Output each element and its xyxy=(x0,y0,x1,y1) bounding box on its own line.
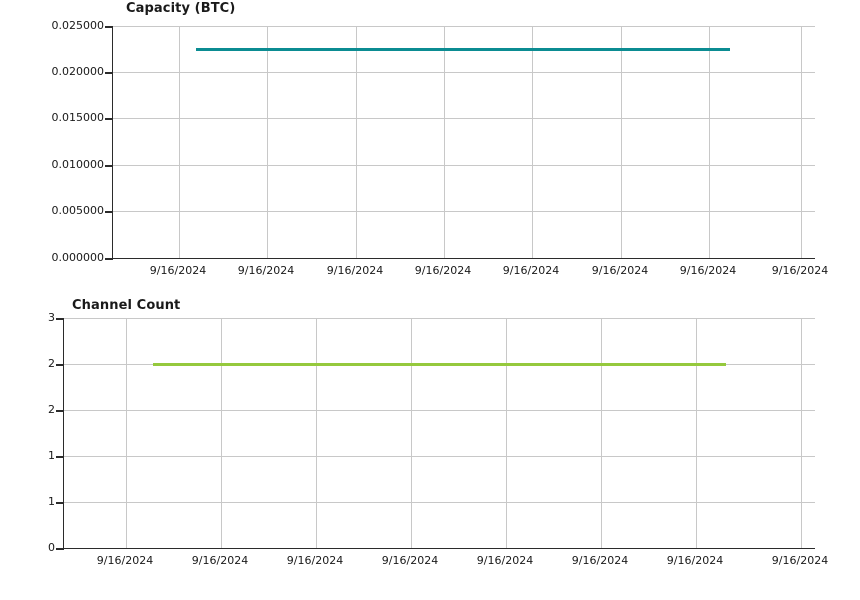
gridline-vertical xyxy=(444,26,445,258)
gridline-horizontal xyxy=(113,72,815,73)
channel-count-xtick-label: 9/16/2024 xyxy=(571,554,629,567)
channel-count-xtick-label: 9/16/2024 xyxy=(381,554,439,567)
capacity-plot-area xyxy=(112,26,815,259)
channel-count-plot-inner xyxy=(64,318,815,548)
gridline-horizontal xyxy=(113,118,815,119)
channel-count-data-point xyxy=(279,363,280,366)
gridline-vertical xyxy=(356,26,357,258)
capacity-ytick-mark xyxy=(105,258,113,260)
capacity-ytick-label: 0.005000 xyxy=(51,204,105,217)
channel-count-xtick-label: 9/16/2024 xyxy=(96,554,154,567)
capacity-ytick-mark xyxy=(105,211,113,213)
gridline-vertical xyxy=(601,318,602,548)
capacity-ytick-mark xyxy=(105,72,113,74)
channel-count-xtick-label: 9/16/2024 xyxy=(476,554,534,567)
channel-count-chart-title: Channel Count xyxy=(72,298,181,313)
capacity-xtick-label: 9/16/2024 xyxy=(502,264,560,277)
capacity-plot-inner xyxy=(113,26,815,258)
channel-count-data-point xyxy=(659,363,660,366)
gridline-vertical xyxy=(709,26,710,258)
gridline-horizontal xyxy=(64,410,815,411)
gridline-vertical xyxy=(532,26,533,258)
channel-count-ytick-label: 3 xyxy=(48,311,55,324)
channel-count-ytick-label: 2 xyxy=(48,357,55,370)
capacity-xtick-label: 9/16/2024 xyxy=(679,264,737,277)
capacity-data-point xyxy=(312,48,313,51)
channel-count-ytick-label: 1 xyxy=(48,449,55,462)
gridline-vertical xyxy=(801,318,802,548)
capacity-xtick-label: 9/16/2024 xyxy=(237,264,295,277)
channel-count-ytick-mark xyxy=(56,548,64,550)
capacity-data-point xyxy=(666,48,667,51)
gridline-vertical xyxy=(126,318,127,548)
channel-count-ytick-mark xyxy=(56,410,64,412)
channel-count-xtick-label: 9/16/2024 xyxy=(666,554,724,567)
gridline-horizontal xyxy=(64,456,815,457)
channel-count-data-point xyxy=(374,363,375,366)
capacity-ytick-label: 0.015000 xyxy=(51,111,105,124)
capacity-series-line xyxy=(196,48,730,51)
capacity-xtick-label: 9/16/2024 xyxy=(591,264,649,277)
gridline-horizontal xyxy=(113,211,815,212)
capacity-ytick-mark xyxy=(105,26,113,28)
channel-count-series-line xyxy=(153,363,726,366)
gridline-vertical xyxy=(316,318,317,548)
capacity-ytick-mark xyxy=(105,118,113,120)
gridline-horizontal xyxy=(113,165,815,166)
channel-count-ytick-label: 0 xyxy=(48,541,55,554)
gridline-vertical xyxy=(506,318,507,548)
capacity-xtick-label: 9/16/2024 xyxy=(326,264,384,277)
channel-count-ytick-label: 2 xyxy=(48,403,55,416)
channel-count-xtick-label: 9/16/2024 xyxy=(191,554,249,567)
gridline-vertical xyxy=(179,26,180,258)
capacity-xtick-label: 9/16/2024 xyxy=(414,264,472,277)
capacity-data-point xyxy=(224,48,225,51)
gridline-vertical xyxy=(801,26,802,258)
capacity-chart-panel: Capacity (BTC) 0.025000 0.020000 0.01500… xyxy=(0,0,860,290)
channel-count-ytick-mark xyxy=(56,364,64,366)
capacity-ytick-label: 0.000000 xyxy=(51,251,105,264)
channel-count-ytick-label: 1 xyxy=(48,495,55,508)
capacity-ytick-label: 0.020000 xyxy=(51,65,105,78)
capacity-chart-title: Capacity (BTC) xyxy=(126,1,236,16)
channel-count-data-point xyxy=(469,363,470,366)
channel-count-xtick-label: 9/16/2024 xyxy=(771,554,829,567)
channel-count-data-point xyxy=(184,363,185,366)
gridline-vertical xyxy=(267,26,268,258)
gridline-horizontal xyxy=(113,26,815,27)
capacity-xtick-label: 9/16/2024 xyxy=(149,264,207,277)
capacity-ytick-label: 0.025000 xyxy=(51,19,105,32)
capacity-xtick-label: 9/16/2024 xyxy=(771,264,829,277)
channel-count-plot-area xyxy=(63,318,815,549)
channel-count-chart-panel: Channel Count 3 2 2 1 1 0 xyxy=(0,290,860,600)
gridline-vertical xyxy=(621,26,622,258)
capacity-data-point xyxy=(489,48,490,51)
capacity-data-point xyxy=(401,48,402,51)
gridline-vertical xyxy=(696,318,697,548)
channel-count-data-point xyxy=(564,363,565,366)
capacity-data-point xyxy=(578,48,579,51)
channel-count-xtick-label: 9/16/2024 xyxy=(286,554,344,567)
channel-count-ytick-mark xyxy=(56,318,64,320)
capacity-ytick-label: 0.010000 xyxy=(51,158,105,171)
gridline-horizontal xyxy=(64,318,815,319)
channel-count-ytick-mark xyxy=(56,502,64,504)
gridline-horizontal xyxy=(64,502,815,503)
gridline-vertical xyxy=(221,318,222,548)
channel-count-ytick-mark xyxy=(56,456,64,458)
capacity-ytick-mark xyxy=(105,165,113,167)
gridline-vertical xyxy=(411,318,412,548)
